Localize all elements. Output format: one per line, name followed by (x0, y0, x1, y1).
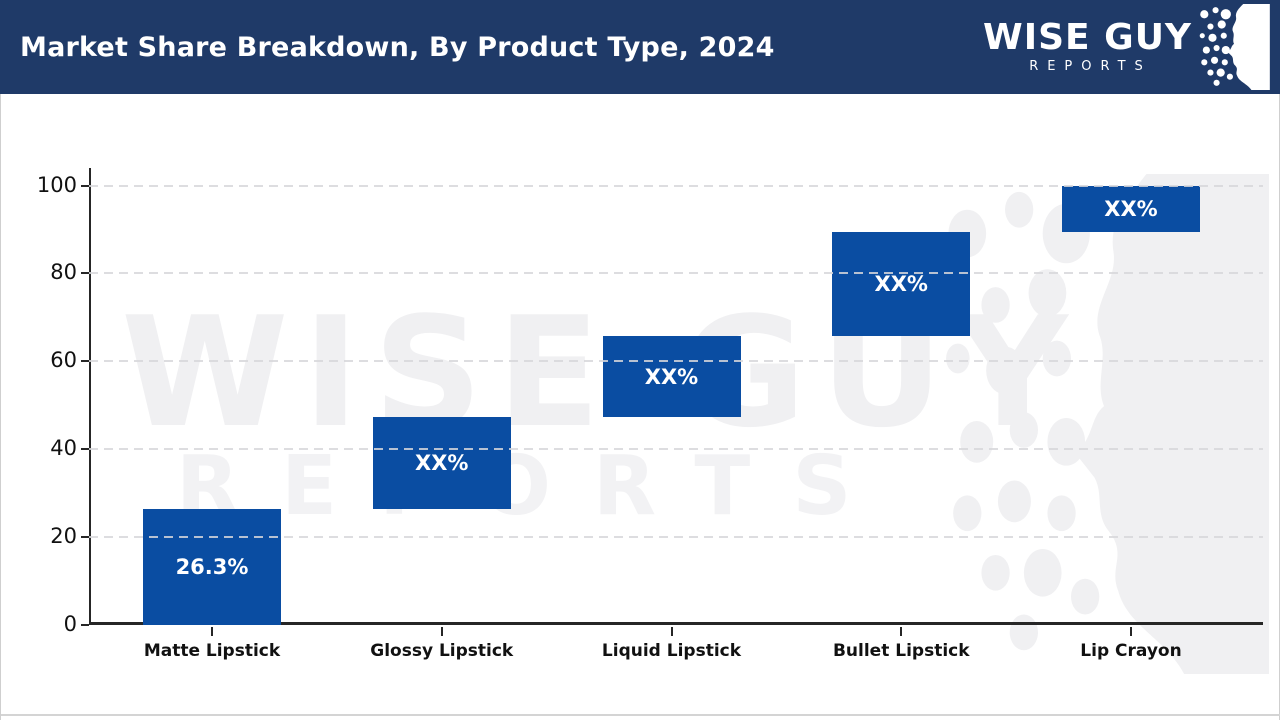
gridline (89, 360, 1263, 363)
wiseguy-logo: WISE GUY REPORTS (983, 0, 1272, 94)
category-label: Lip Crayon (1080, 641, 1182, 661)
logo-face-icon (1199, 4, 1270, 90)
y-axis-tick-label: 100 (36, 172, 77, 197)
x-axis-tick-mark (211, 627, 213, 636)
gridline (89, 272, 1263, 275)
bar-segment: XX% (1062, 185, 1200, 232)
bar-value-label: XX% (415, 451, 469, 476)
waterfall-chart: 0 20 40 60 80 100 26.3% Matte Lipstick XX% Glossy… (1, 94, 1280, 720)
bar-value-label: 26.3% (175, 555, 249, 580)
x-axis-tick-mark (900, 627, 903, 636)
bottom-border (1, 714, 1280, 716)
bar-value-label: XX% (644, 364, 699, 389)
logo-wordmark: WISE GUY (982, 17, 1192, 58)
bar-segment: XX% (832, 231, 971, 337)
bar-segment: XX% (372, 417, 511, 510)
header-bar: Market Share Breakdown, By Product Type,… (0, 0, 1280, 94)
gridline (89, 448, 1263, 451)
x-axis-tick-mark (440, 627, 443, 636)
category-label: Glossy Lipstick (370, 641, 514, 661)
bar-segment: XX% (602, 336, 741, 418)
bar-segment: 26.3% (143, 509, 281, 625)
y-axis-tick-label: 0 (63, 612, 77, 636)
bar-value-label: XX% (1104, 196, 1158, 221)
watermark-face-icon (946, 174, 1269, 674)
x-axis-tick-mark (1130, 627, 1132, 636)
plot-area (89, 168, 1263, 625)
y-axis-tick-label: 20 (50, 524, 77, 549)
category-label: Matte Lipstick (143, 641, 281, 661)
x-axis-tick-mark (670, 627, 673, 636)
chart-canvas: WISE GUY REPORTS 0 20 40 60 80 100 26.3% Matte … (0, 94, 1280, 720)
y-axis-tick-mark (81, 360, 89, 363)
gridline (89, 536, 1263, 539)
category-label: Bullet Lipstick (832, 641, 970, 661)
y-axis-tick-mark (81, 536, 89, 539)
y-axis-tick-mark (81, 184, 89, 187)
y-axis-tick-mark (81, 272, 89, 275)
y-axis-tick-label: 80 (50, 260, 77, 285)
chart-title: Market Share Breakdown, By Product Type,… (20, 31, 775, 63)
y-axis-tick-label: 60 (50, 348, 77, 373)
category-label: Liquid Lipstick (601, 641, 742, 661)
gridline (89, 184, 1263, 187)
logo-subtitle: REPORTS (1029, 59, 1152, 74)
watermark-subtitle: REPORTS (176, 439, 894, 534)
y-axis-tick-mark (81, 448, 89, 451)
y-axis-tick-mark (81, 624, 89, 626)
logo-text: WISE GUY REPORTS (982, 17, 1192, 75)
y-axis-tick-label: 40 (50, 436, 77, 461)
bar-value-label: XX% (874, 271, 928, 296)
